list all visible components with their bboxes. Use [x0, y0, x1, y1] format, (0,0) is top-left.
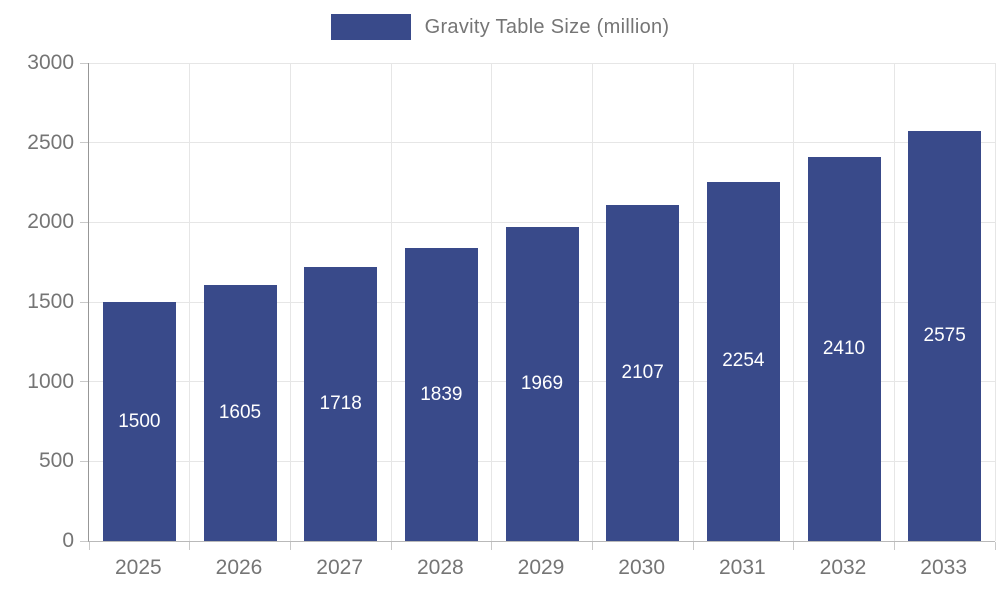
bar-value-label: 1718 [319, 393, 362, 415]
bar: 1969 [505, 227, 579, 541]
bar-value-label: 2254 [722, 350, 765, 372]
bar: 2575 [908, 130, 982, 541]
x-axis-label: 2026 [215, 556, 263, 579]
x-tick [793, 542, 795, 550]
bar: 2410 [807, 157, 881, 541]
y-gridline [89, 142, 995, 144]
bar-value-label: 1500 [118, 410, 161, 432]
y-axis-label: 1500 [27, 290, 74, 313]
x-axis-label: 2028 [416, 556, 464, 579]
bar: 2254 [706, 181, 780, 541]
bar: 1718 [304, 267, 378, 541]
x-tick [88, 542, 90, 550]
x-gridline [793, 63, 795, 541]
y-gridline [89, 221, 995, 223]
plot-area: 1500 1605 1718 1839 1969 2107 2254 2410 2575 [80, 62, 996, 550]
y-tick [80, 381, 88, 383]
x-axis-label: 2033 [920, 556, 968, 579]
x-tick [591, 542, 593, 550]
bar-value-label: 2107 [621, 362, 664, 384]
x-axis-label: 2031 [718, 556, 766, 579]
bar-value-label: 1969 [520, 373, 564, 395]
bar: 1500 [102, 302, 176, 541]
x-axis-label: 2025 [114, 556, 162, 579]
x-gridline [289, 63, 291, 541]
x-tick [893, 542, 895, 550]
x-gridline [189, 63, 191, 541]
bar: 1839 [404, 248, 478, 541]
x-gridline [491, 63, 493, 541]
y-tick [80, 62, 88, 64]
bar: 2107 [606, 205, 680, 541]
bar-value-label: 2575 [923, 324, 966, 346]
x-axis-label: 2032 [819, 556, 867, 579]
y-axis-label: 2000 [27, 210, 74, 234]
y-tick [80, 142, 88, 144]
x-tick [692, 542, 694, 550]
y-gridline [89, 62, 995, 64]
bar-value-label: 1839 [420, 383, 463, 405]
y-tick [80, 301, 88, 303]
x-axis-label: 2030 [618, 556, 666, 579]
x-tick [189, 542, 191, 550]
x-gridline [591, 63, 593, 541]
x-gridline [692, 63, 694, 541]
x-axis-label: 2027 [316, 556, 364, 579]
y-axis-label: 2500 [27, 130, 74, 154]
y-axis-label: 500 [38, 449, 74, 473]
x-tick [289, 542, 291, 550]
bar-value-label: 2410 [822, 338, 866, 359]
y-tick [80, 221, 88, 223]
x-tick [994, 542, 996, 550]
bar-value-label: 1605 [218, 402, 262, 424]
bar: 1605 [203, 285, 277, 541]
x-gridline [994, 63, 996, 541]
x-gridline [390, 63, 392, 541]
y-axis-label: 1000 [27, 369, 74, 393]
x-axis-label: 2029 [517, 556, 565, 579]
legend-label[interactable]: Gravity Table Size (million) [424, 15, 670, 38]
x-gridline [893, 63, 895, 541]
legend[interactable]: Gravity Table Size (million) [0, 14, 1000, 40]
legend-swatch[interactable] [330, 14, 411, 40]
y-tick [80, 540, 88, 542]
y-tick [80, 460, 88, 462]
x-tick [390, 542, 392, 550]
y-axis-label: 3000 [27, 51, 74, 74]
y-axis-label: 0 [62, 529, 74, 552]
x-tick [491, 542, 493, 550]
